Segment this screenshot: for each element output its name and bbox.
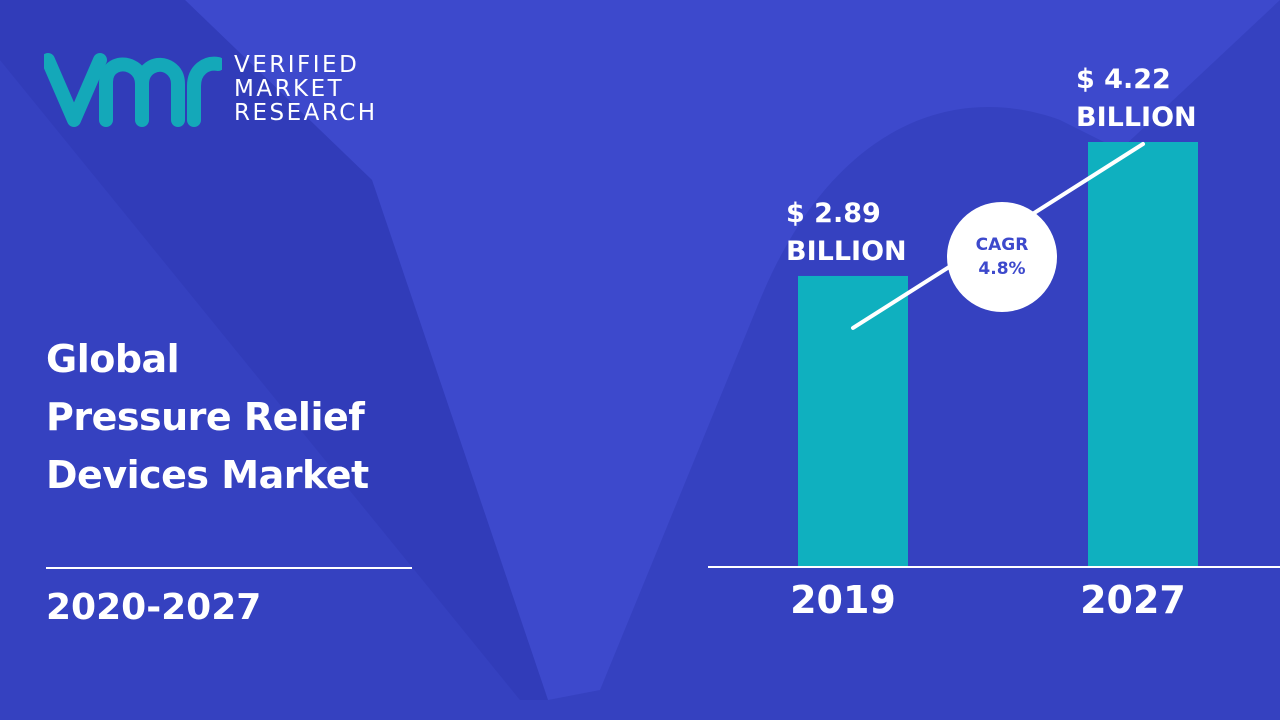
forecast-period: 2020-2027	[46, 587, 262, 628]
brand-name-line-2: MARKET	[234, 76, 345, 102]
x-tick-label-2027: 2027	[1080, 578, 1186, 622]
data-label-2027-line-2: BILLION	[1076, 102, 1197, 133]
brand-name-line-3: RESEARCH	[234, 100, 378, 126]
title-line-3: Devices Market	[46, 453, 369, 497]
cagr-label: CAGR	[975, 235, 1029, 255]
brand-logo: VERIFIED MARKET RESEARCH	[44, 50, 378, 128]
brand-name-line-1: VERIFIED	[234, 52, 360, 78]
cagr-value: 4.8%	[978, 259, 1026, 279]
bar-2019	[798, 275, 908, 567]
title-line-2: Pressure Relief	[46, 395, 365, 439]
cagr-badge: CAGR 4.8%	[947, 202, 1057, 312]
report-title: Global Pressure Relief Devices Market	[46, 330, 369, 504]
title-line-1: Global	[46, 337, 180, 381]
vmr-logo-icon	[44, 53, 222, 127]
data-label-2019-line-2: BILLION	[786, 236, 907, 267]
brand-name: VERIFIED MARKET RESEARCH	[234, 53, 378, 125]
v-shape-highlight	[0, 0, 548, 700]
data-label-2027-line-1: $ 4.22	[1076, 64, 1171, 95]
x-tick-label-2019: 2019	[790, 578, 896, 622]
title-divider	[46, 567, 412, 569]
data-label-2019-line-1: $ 2.89	[786, 198, 881, 229]
bar-2027	[1088, 142, 1198, 567]
